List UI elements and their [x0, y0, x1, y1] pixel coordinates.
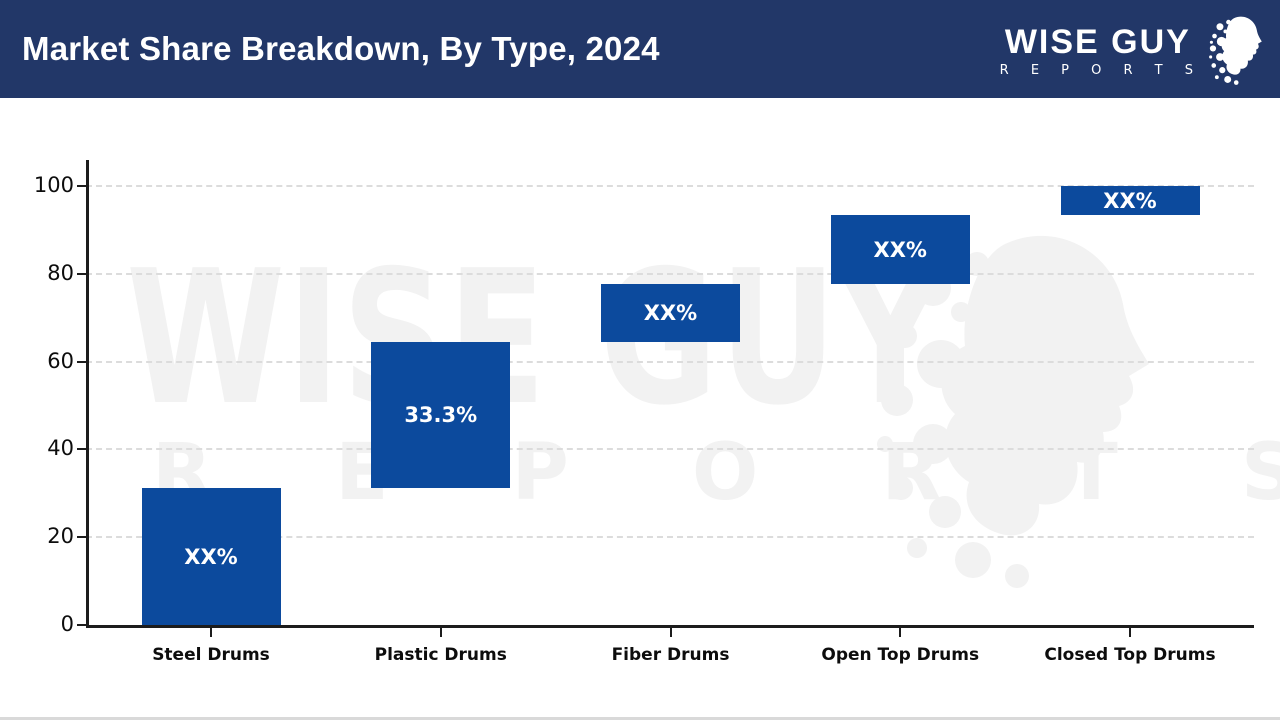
- x-tick-mark: [1129, 628, 1131, 637]
- bar-open-top-drums: XX%: [830, 215, 970, 284]
- chart-area: WISE GUY R E P O R T S 0 20 40 60 80 100 XX% St…: [0, 98, 1280, 717]
- page-title: Market Share Breakdown, By Type, 2024: [22, 30, 660, 67]
- gridline: [86, 448, 1254, 451]
- y-tick-mark: [77, 185, 86, 187]
- y-tick-label: 20: [47, 524, 74, 549]
- bar-value-label: XX%: [643, 301, 698, 326]
- y-tick-mark: [77, 448, 86, 451]
- watermark-wiseguy-text: WISE GUY: [126, 230, 945, 446]
- wiseguy-logo-text: WISE GUY R E P O R T S: [994, 23, 1202, 78]
- x-category-label: Plastic Drums: [374, 645, 507, 665]
- y-tick-label: 0: [60, 612, 74, 636]
- wiseguy-logo: WISE GUY R E P O R T S: [994, 6, 1268, 94]
- x-tick-mark: [899, 628, 902, 637]
- gridline: [86, 360, 1254, 363]
- y-tick-mark: [77, 536, 86, 539]
- bar-value-label: 33.3%: [404, 403, 478, 428]
- bar-value-label: XX%: [1103, 188, 1157, 213]
- y-tick-mark: [77, 360, 86, 363]
- x-axis-line: [86, 625, 1254, 628]
- wiseguy-logo-name: WISE GUY: [1004, 22, 1191, 61]
- y-tick-label: 40: [47, 436, 74, 461]
- bar-closed-top-drums: XX%: [1060, 186, 1200, 216]
- bar-value-label: XX%: [184, 544, 238, 569]
- bar-steel-drums: XX%: [141, 488, 281, 625]
- header: Market Share Breakdown, By Type, 2024 WI…: [0, 0, 1280, 98]
- y-tick-label: 80: [47, 260, 74, 285]
- x-tick-mark: [439, 628, 442, 637]
- x-category-label: Steel Drums: [152, 645, 270, 665]
- x-tick-mark: [669, 628, 672, 637]
- y-tick-label: 100: [33, 173, 74, 197]
- x-category-label: Fiber Drums: [611, 645, 730, 665]
- x-category-label: Closed Top Drums: [1044, 645, 1216, 665]
- bar-value-label: XX%: [873, 237, 927, 262]
- x-category-label: Open Top Drums: [821, 645, 980, 665]
- gridline: [86, 272, 1254, 275]
- watermark-face-icon: [877, 235, 1149, 588]
- bar-fiber-drums: XX%: [601, 283, 740, 343]
- wiseguy-logo-subtitle: R E P O R T S: [999, 62, 1202, 78]
- y-tick-label: 60: [47, 348, 74, 373]
- bar-plastic-drums: 33.3%: [371, 342, 511, 489]
- gridline: [86, 536, 1254, 539]
- y-tick-mark: [77, 624, 86, 626]
- wiseguy-face-icon: [1209, 16, 1262, 85]
- x-tick-mark: [210, 628, 212, 637]
- y-tick-mark: [77, 272, 86, 275]
- y-axis-line: [86, 160, 89, 628]
- gridline: [86, 185, 1254, 187]
